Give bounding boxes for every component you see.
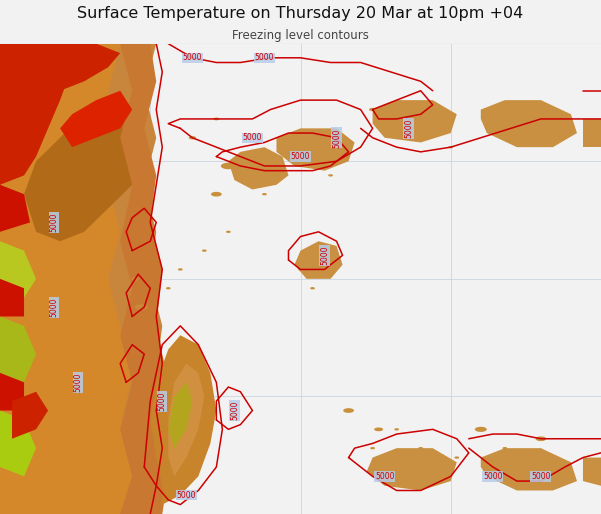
Text: Freezing level contours: Freezing level contours <box>232 29 369 42</box>
Ellipse shape <box>394 428 399 431</box>
Text: 5000: 5000 <box>375 472 394 481</box>
Text: 5000: 5000 <box>255 53 274 62</box>
Polygon shape <box>0 44 168 514</box>
Text: Surface Temperature on Thursday 20 Mar at 10pm +04: Surface Temperature on Thursday 20 Mar a… <box>78 7 523 22</box>
Polygon shape <box>481 100 577 147</box>
Ellipse shape <box>418 137 423 139</box>
Polygon shape <box>60 90 132 147</box>
Ellipse shape <box>369 108 376 111</box>
Text: 5000: 5000 <box>177 491 196 500</box>
Ellipse shape <box>221 162 236 169</box>
Polygon shape <box>168 363 204 476</box>
Polygon shape <box>168 382 192 448</box>
Text: 5000: 5000 <box>50 213 58 232</box>
Ellipse shape <box>418 113 423 116</box>
Polygon shape <box>228 147 288 190</box>
Polygon shape <box>481 448 577 490</box>
Ellipse shape <box>262 193 267 195</box>
Ellipse shape <box>226 231 231 233</box>
Polygon shape <box>294 241 343 279</box>
Ellipse shape <box>374 428 383 431</box>
Ellipse shape <box>418 447 423 449</box>
Text: 5000: 5000 <box>74 373 82 392</box>
Polygon shape <box>0 317 36 382</box>
Ellipse shape <box>166 287 171 289</box>
Ellipse shape <box>298 160 303 162</box>
Text: 5000: 5000 <box>483 472 502 481</box>
Text: 5000: 5000 <box>291 152 310 161</box>
Polygon shape <box>0 411 36 476</box>
Ellipse shape <box>135 304 148 310</box>
Polygon shape <box>583 457 601 486</box>
Ellipse shape <box>178 268 183 270</box>
Polygon shape <box>24 100 144 241</box>
Text: 5000: 5000 <box>332 128 341 148</box>
Polygon shape <box>367 448 457 490</box>
Ellipse shape <box>526 456 531 458</box>
Text: 5000: 5000 <box>404 119 413 138</box>
Polygon shape <box>120 44 168 514</box>
Ellipse shape <box>475 427 487 432</box>
Polygon shape <box>0 44 132 514</box>
Ellipse shape <box>274 174 279 176</box>
Ellipse shape <box>535 436 546 441</box>
Polygon shape <box>0 44 72 185</box>
Ellipse shape <box>310 287 315 289</box>
Ellipse shape <box>211 192 222 196</box>
Polygon shape <box>0 373 24 411</box>
Polygon shape <box>0 241 36 298</box>
Polygon shape <box>0 279 24 317</box>
Polygon shape <box>60 44 120 90</box>
Ellipse shape <box>448 146 453 149</box>
Polygon shape <box>583 119 601 147</box>
Ellipse shape <box>502 447 507 449</box>
Text: 5000: 5000 <box>230 401 239 420</box>
Polygon shape <box>150 335 216 505</box>
Text: 5000: 5000 <box>320 246 329 265</box>
Ellipse shape <box>131 277 139 281</box>
Ellipse shape <box>454 456 459 458</box>
Polygon shape <box>373 100 457 142</box>
Ellipse shape <box>202 249 207 252</box>
Text: 5000: 5000 <box>50 297 58 317</box>
Ellipse shape <box>213 118 219 120</box>
Polygon shape <box>12 392 48 439</box>
Ellipse shape <box>343 408 354 413</box>
Ellipse shape <box>370 447 375 449</box>
Text: 5000: 5000 <box>243 133 262 142</box>
Polygon shape <box>276 128 355 171</box>
Ellipse shape <box>298 268 303 270</box>
Text: 5000: 5000 <box>158 391 166 411</box>
Polygon shape <box>0 185 30 232</box>
Text: 5000: 5000 <box>183 53 202 62</box>
Ellipse shape <box>328 174 333 176</box>
Ellipse shape <box>189 136 196 139</box>
Text: 5000: 5000 <box>531 472 551 481</box>
